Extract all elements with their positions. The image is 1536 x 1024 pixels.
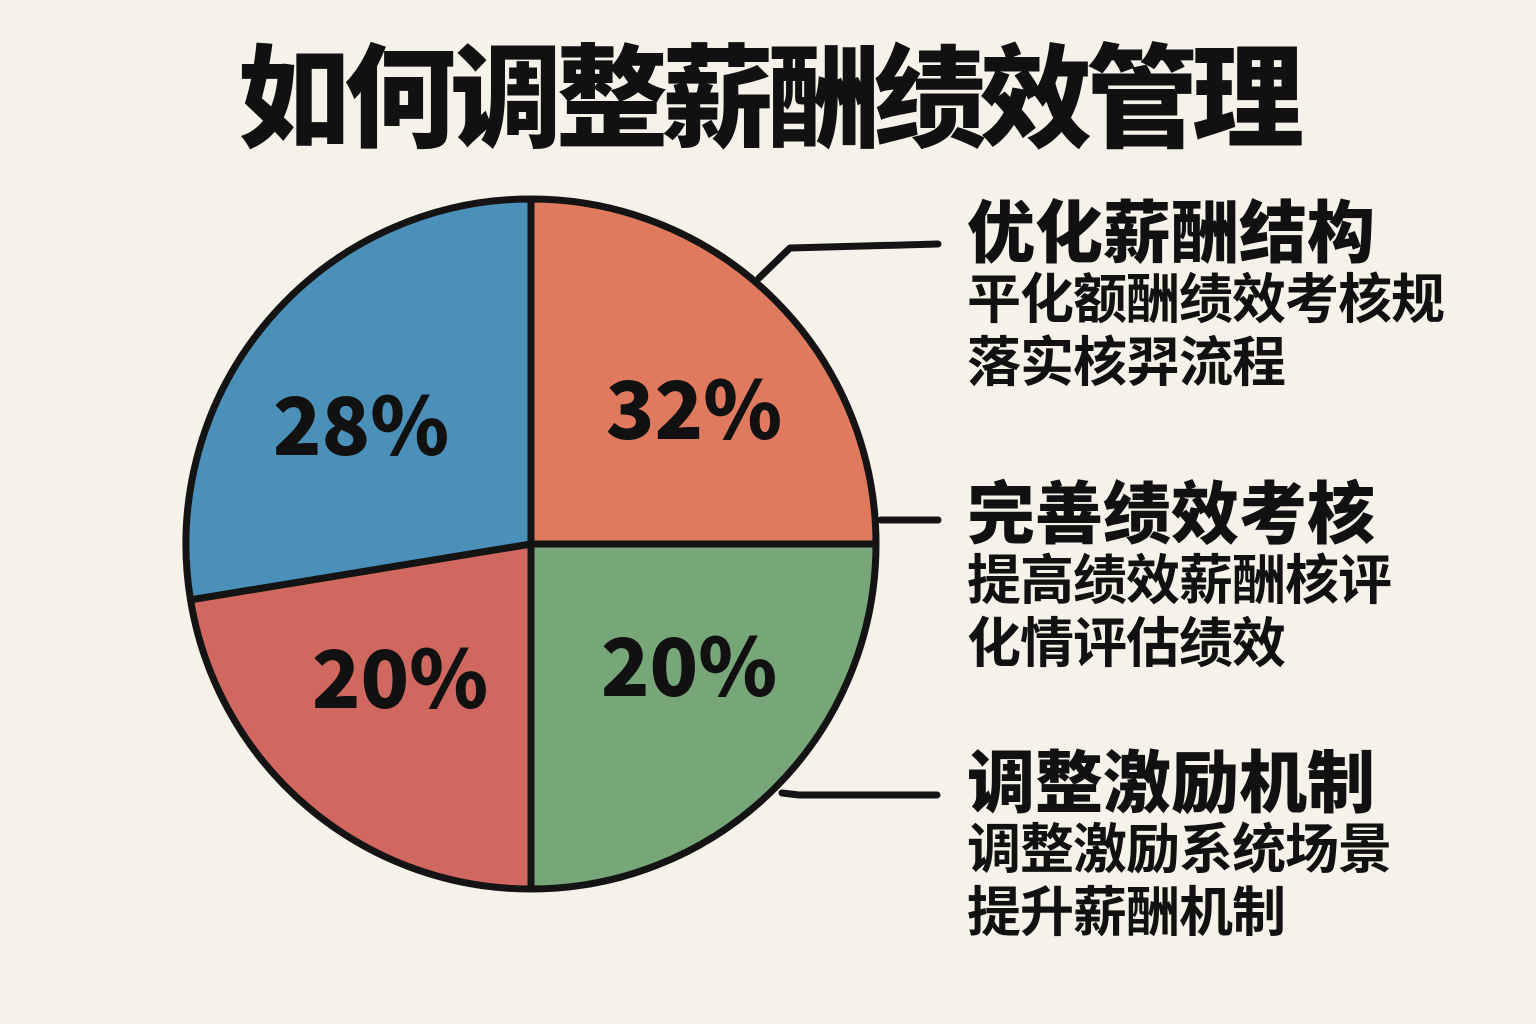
svg-text:32%: 32% xyxy=(606,347,782,463)
svg-text:28%: 28% xyxy=(273,363,449,479)
svg-text:20%: 20% xyxy=(312,616,488,732)
svg-text:20%: 20% xyxy=(601,604,777,720)
